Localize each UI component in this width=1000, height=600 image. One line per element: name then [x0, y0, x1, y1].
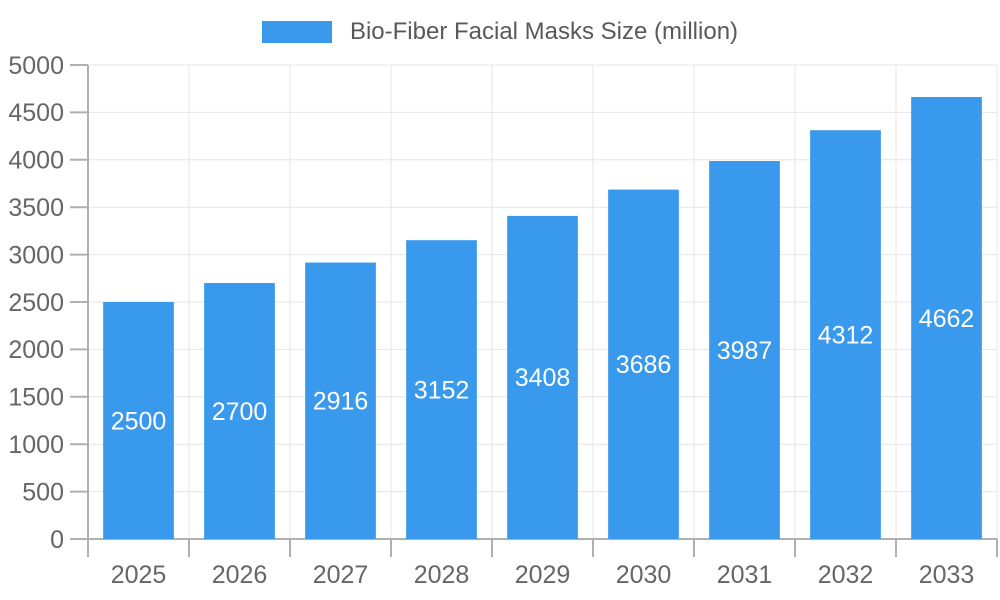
- bar[interactable]: [406, 240, 477, 539]
- bar-value-label: 4312: [818, 321, 874, 349]
- legend[interactable]: Bio-Fiber Facial Masks Size (million): [0, 16, 1000, 48]
- y-axis-tick-label: 3500: [8, 194, 64, 222]
- x-axis-tick-label: 2026: [212, 561, 268, 589]
- bar[interactable]: [608, 189, 679, 539]
- x-axis-tick-label: 2029: [515, 561, 571, 589]
- x-axis-tick-label: 2027: [313, 561, 369, 589]
- y-axis-tick-label: 1000: [8, 431, 64, 459]
- x-axis-tick-label: 2033: [919, 561, 975, 589]
- bar-value-label: 2916: [313, 388, 369, 416]
- bar[interactable]: [911, 97, 982, 540]
- y-axis-tick-label: 2000: [8, 336, 64, 364]
- y-axis-tick-label: 0: [50, 526, 64, 554]
- y-axis-tick-label: 4000: [8, 147, 64, 175]
- bar[interactable]: [204, 283, 275, 539]
- bar-value-label: 3686: [616, 351, 672, 379]
- bar-value-label: 2700: [212, 398, 268, 426]
- x-axis-tick-label: 2032: [818, 561, 874, 589]
- y-axis-tick-label: 1500: [8, 384, 64, 412]
- y-axis-tick-label: 2500: [8, 289, 64, 317]
- y-axis-tick-label: 500: [22, 478, 64, 506]
- bar-value-label: 2500: [111, 407, 167, 435]
- y-axis-tick-label: 5000: [8, 52, 64, 80]
- bar[interactable]: [810, 130, 881, 539]
- bar-value-label: 3987: [717, 337, 773, 365]
- y-axis-tick-label: 4500: [8, 99, 64, 127]
- x-axis-tick-label: 2030: [616, 561, 672, 589]
- legend-label[interactable]: Bio-Fiber Facial Masks Size (million): [349, 18, 739, 45]
- bar[interactable]: [709, 161, 780, 539]
- x-axis-tick-label: 2031: [717, 561, 773, 589]
- bar-value-label: 4662: [919, 305, 975, 333]
- x-axis-tick-label: 2028: [414, 561, 470, 589]
- bar-value-label: 3408: [515, 364, 571, 392]
- bar[interactable]: [507, 215, 578, 539]
- bar-value-label: 3152: [414, 376, 470, 404]
- bar[interactable]: [305, 262, 376, 539]
- x-axis-tick-label: 2025: [111, 561, 167, 589]
- legend-swatch-icon[interactable]: [261, 21, 332, 43]
- y-axis-tick-label: 3000: [8, 241, 64, 269]
- bar[interactable]: [103, 302, 174, 539]
